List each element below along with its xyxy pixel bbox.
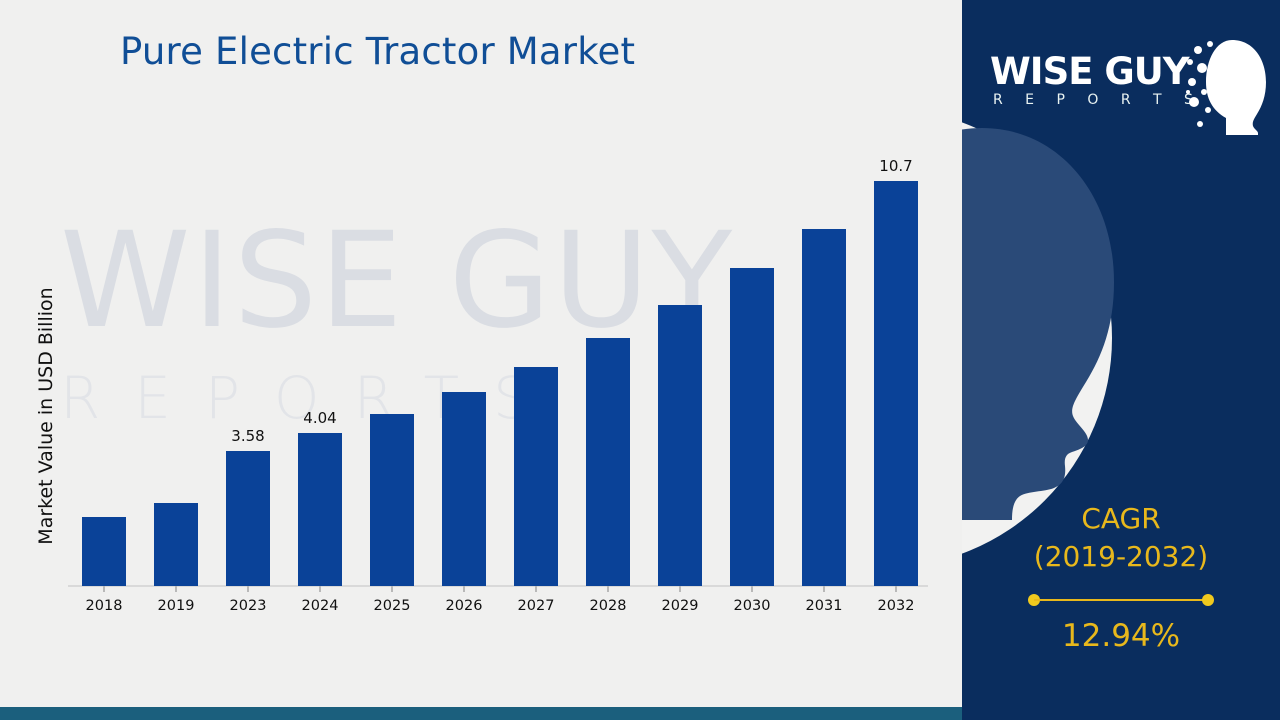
bar	[874, 181, 918, 586]
x-axis-tick-label: 2031	[805, 598, 843, 614]
x-axis-tick	[391, 586, 393, 592]
bar-group: 4.04 2024	[284, 150, 356, 614]
head-profile-silhouette	[962, 128, 1114, 520]
x-axis-tick-label: 2019	[157, 598, 195, 614]
x-axis-tick-label: 2027	[517, 598, 555, 614]
x-axis-tick-label: 2030	[733, 598, 771, 614]
head-profile-dots-icon	[1186, 40, 1266, 135]
bar	[802, 229, 846, 586]
x-axis-tick-label: 2023	[229, 598, 267, 614]
x-axis-tick	[463, 586, 465, 592]
bar	[298, 433, 342, 586]
x-axis-tick	[535, 586, 537, 592]
x-axis-tick	[751, 586, 753, 592]
bar	[442, 392, 486, 586]
bar-group: 2029	[644, 150, 716, 614]
x-axis-tick-label: 2018	[85, 598, 123, 614]
logo-wordmark: WISE GUY	[990, 50, 1190, 93]
bar	[658, 305, 702, 586]
page-title: Pure Electric Tractor Market	[120, 30, 636, 73]
bar	[154, 503, 198, 586]
x-axis-tick	[175, 586, 177, 592]
x-axis-tick-label: 2026	[445, 598, 483, 614]
brand-logo: WISE GUY R E P O R T S	[990, 30, 1266, 135]
bar-group: 2026	[428, 150, 500, 614]
divider-dot-right	[1202, 594, 1214, 606]
bar-group: 2031	[788, 150, 860, 614]
x-axis-tick-label: 2029	[661, 598, 699, 614]
x-axis-tick	[247, 586, 249, 592]
bar-group: 2019	[140, 150, 212, 614]
x-axis-tick-label: 2025	[373, 598, 411, 614]
brand-panel: WISE GUY R E P O R T S CAGR (2019-2032)	[962, 0, 1280, 720]
x-axis-tick	[607, 586, 609, 592]
bar-value-label: 4.04	[303, 409, 337, 427]
bar-group: 2027	[500, 150, 572, 614]
bar-group: 3.58 2023	[212, 150, 284, 614]
bar	[730, 268, 774, 586]
cagr-block: CAGR (2019-2032) 12.94%	[962, 500, 1280, 654]
cagr-range: (2019-2032)	[1033, 540, 1209, 573]
x-axis-tick	[319, 586, 321, 592]
x-axis-tick-label: 2028	[589, 598, 627, 614]
chart-panel: WISE GUY REPORTS Pure Electric Tractor M…	[0, 30, 962, 720]
cagr-divider	[1028, 594, 1214, 606]
cagr-label: CAGR	[1081, 502, 1161, 535]
bar-group: 2018	[68, 150, 140, 614]
bar-value-label: 10.7	[879, 157, 913, 175]
x-axis-tick	[823, 586, 825, 592]
y-axis-label: Market Value in USD Billion	[35, 287, 57, 545]
bar	[586, 338, 630, 586]
bar	[82, 517, 126, 586]
logo-subtext: R E P O R T S	[993, 92, 1202, 108]
x-axis-tick-label: 2032	[877, 598, 915, 614]
bar-group: 10.7 2032	[860, 150, 932, 614]
footer-strip	[0, 707, 962, 720]
bar	[370, 414, 414, 586]
bar-group: 2025	[356, 150, 428, 614]
bar-group: 2028	[572, 150, 644, 614]
x-axis-tick	[679, 586, 681, 592]
cagr-value: 12.94%	[1061, 618, 1181, 654]
bar	[226, 451, 270, 586]
divider-line	[1034, 599, 1208, 601]
x-axis-line	[68, 585, 928, 587]
x-axis-tick	[895, 586, 897, 592]
bar	[514, 367, 558, 586]
bar-group: 2030	[716, 150, 788, 614]
x-axis-tick	[103, 586, 105, 592]
x-axis-tick-label: 2024	[301, 598, 339, 614]
bar-chart-plot: 2018 2019 3.58 2023 4.04 2024 2025 2026 2027 2028…	[60, 150, 940, 614]
bar-value-label: 3.58	[231, 427, 265, 445]
